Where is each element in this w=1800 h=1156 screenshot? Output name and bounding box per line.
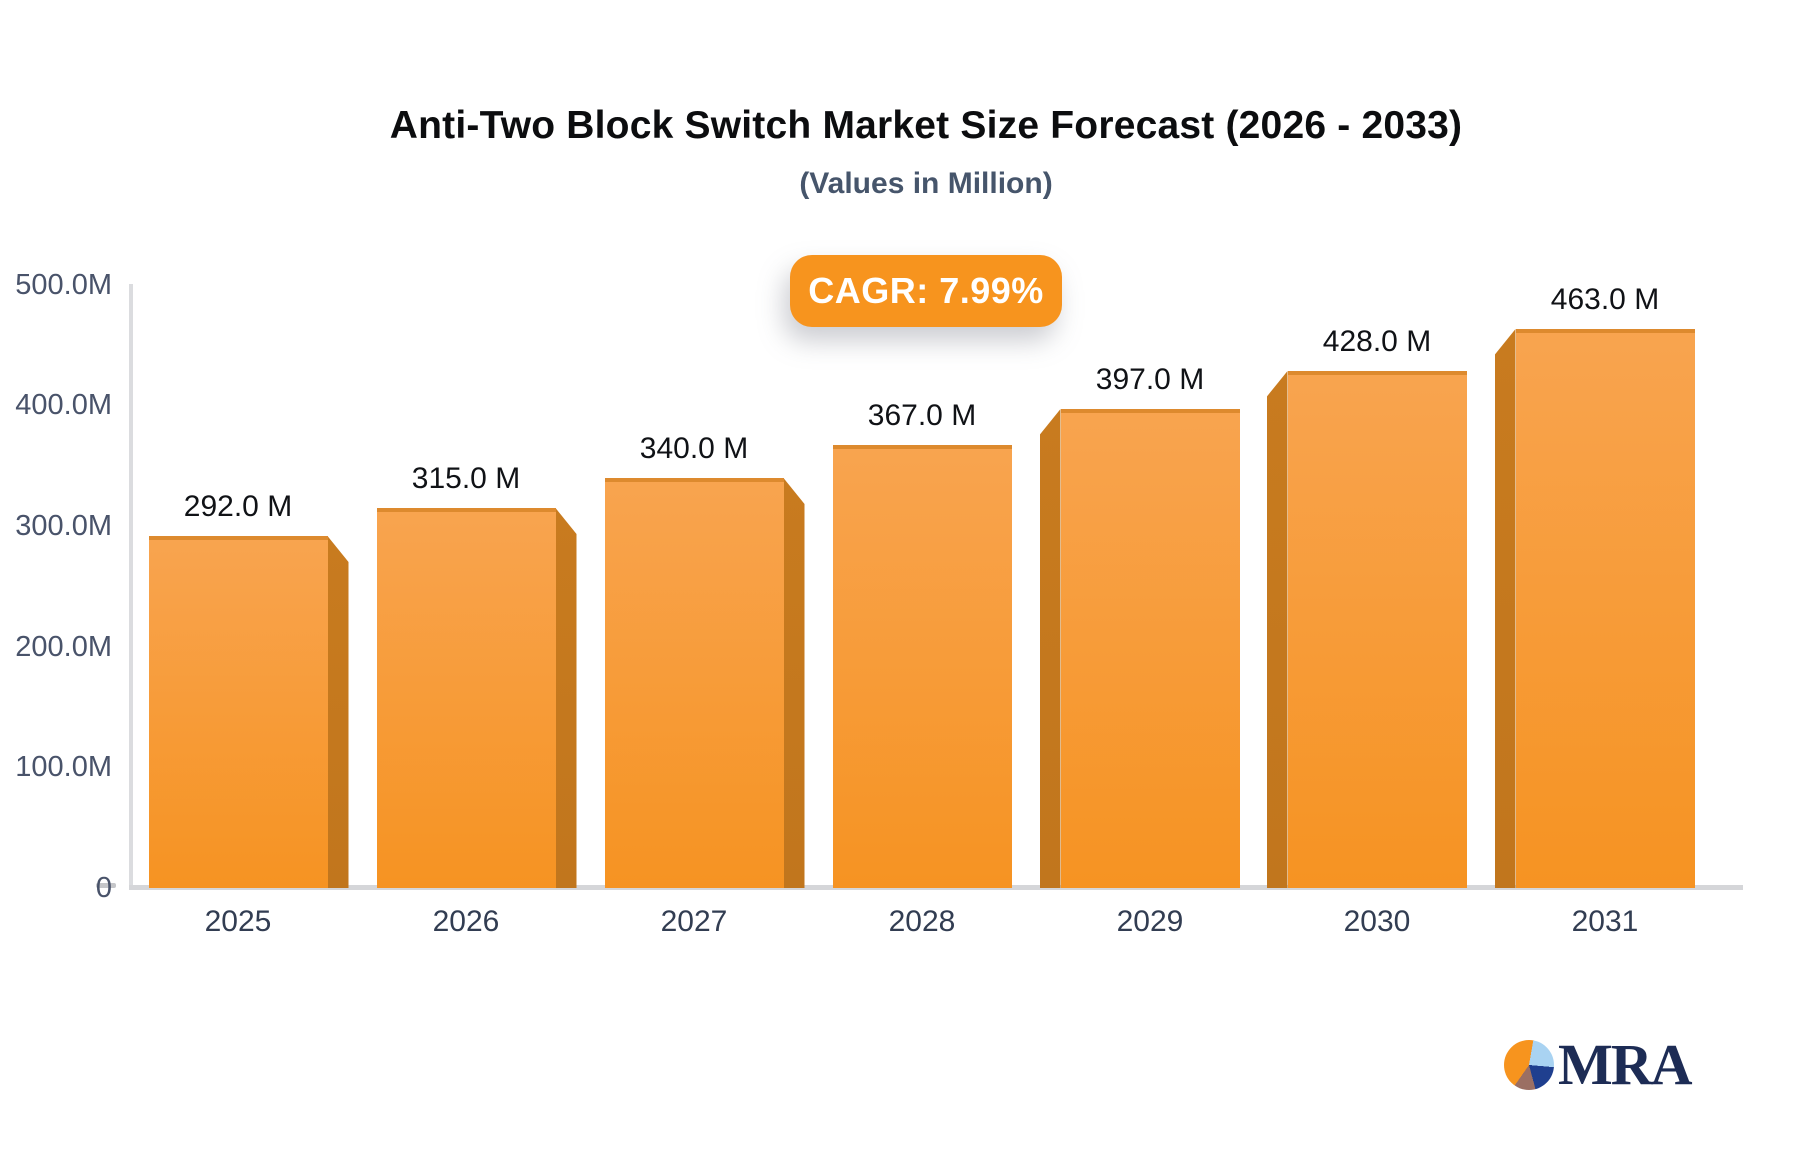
x-axis-label: 2028 bbox=[888, 905, 956, 938]
bar-2029 bbox=[1060, 409, 1240, 888]
cagr-badge-label: CAGR: 7.99% bbox=[808, 270, 1044, 311]
bar-value-label: 315.0 M bbox=[411, 462, 521, 495]
x-axis-label: 2026 bbox=[432, 905, 500, 938]
bar-side-panel bbox=[783, 478, 805, 888]
bar-2028 bbox=[832, 445, 1012, 888]
y-axis-label: 400.0M bbox=[15, 389, 112, 422]
x-axis-label: 2025 bbox=[204, 905, 272, 938]
brand-logo-text: MRA bbox=[1558, 1032, 1693, 1097]
bar-2027 bbox=[604, 478, 784, 888]
bar-2025 bbox=[148, 536, 328, 888]
x-axis-label: 2031 bbox=[1571, 905, 1639, 938]
bar-side-panel bbox=[1494, 329, 1516, 888]
cagr-badge: CAGR: 7.99% bbox=[790, 255, 1062, 327]
pie-chart-logo-icon bbox=[1504, 1040, 1554, 1090]
chart-title: Anti-Two Block Switch Market Size Foreca… bbox=[389, 104, 1463, 147]
x-axis-label: 2030 bbox=[1343, 905, 1411, 938]
bar-value-label: 292.0 M bbox=[183, 490, 293, 523]
bar-2026 bbox=[376, 508, 556, 888]
bar-side-panel bbox=[1039, 409, 1061, 888]
bar-side-panel bbox=[555, 508, 577, 888]
bar-value-label: 397.0 M bbox=[1095, 363, 1205, 396]
bar-2030 bbox=[1287, 371, 1467, 888]
bar-value-label: 428.0 M bbox=[1322, 325, 1432, 358]
brand-logo: MRA bbox=[1504, 1032, 1693, 1097]
y-axis-label: 500.0M bbox=[15, 268, 112, 301]
y-axis-label: 300.0M bbox=[15, 509, 112, 542]
bar-side-panel bbox=[327, 536, 349, 888]
x-axis-label: 2029 bbox=[1116, 905, 1184, 938]
bar-value-label: 340.0 M bbox=[639, 432, 749, 465]
bar-2031 bbox=[1515, 329, 1695, 888]
y-axis-label: 100.0M bbox=[15, 751, 112, 784]
chart-subtitle: (Values in Million) bbox=[799, 167, 1053, 200]
y-axis-line bbox=[129, 284, 133, 888]
y-axis-label: 200.0M bbox=[15, 630, 112, 663]
bar-value-label: 367.0 M bbox=[867, 399, 977, 432]
bar-value-label: 463.0 M bbox=[1550, 283, 1660, 316]
x-axis-label: 2027 bbox=[660, 905, 728, 938]
bar-side-panel bbox=[1266, 371, 1288, 888]
zero-tick-mark bbox=[96, 883, 116, 888]
y-axis-label: 0 bbox=[95, 872, 112, 904]
